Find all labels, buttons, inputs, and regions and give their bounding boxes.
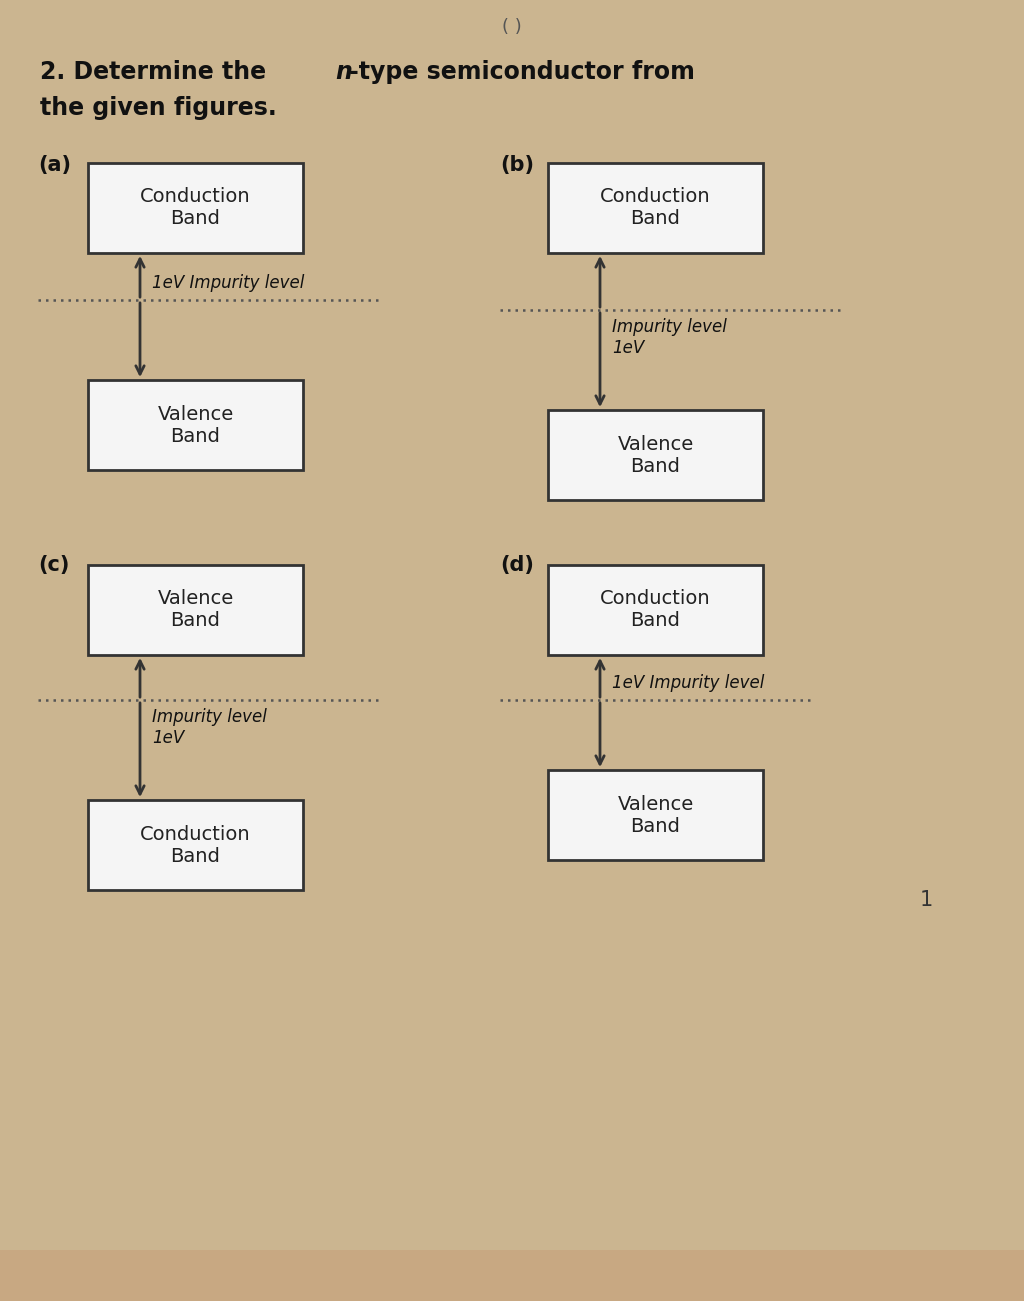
Bar (88, 565, 303, 654)
Text: the given figures.: the given figures. (40, 96, 276, 120)
Text: Valence
Band: Valence Band (617, 795, 693, 835)
Text: 1eV Impurity level: 1eV Impurity level (152, 275, 304, 291)
Text: Valence
Band: Valence Band (158, 405, 233, 445)
Text: Conduction
Band: Conduction Band (600, 187, 711, 229)
Text: Valence
Band: Valence Band (617, 435, 693, 475)
Bar (548, 410, 763, 500)
Text: Conduction
Band: Conduction Band (140, 187, 251, 229)
Bar (88, 380, 303, 470)
Text: Impurity level
1eV: Impurity level 1eV (152, 708, 267, 747)
Text: Valence
Band: Valence Band (158, 589, 233, 631)
Text: n: n (335, 60, 352, 85)
Text: Conduction
Band: Conduction Band (600, 589, 711, 631)
Bar (88, 163, 303, 252)
Text: (c): (c) (38, 556, 70, 575)
Text: 1: 1 (920, 890, 933, 909)
Text: 1eV Impurity level: 1eV Impurity level (612, 674, 764, 692)
Text: (b): (b) (500, 155, 534, 176)
Text: (a): (a) (38, 155, 71, 176)
Bar (548, 565, 763, 654)
Text: 2. Determine the: 2. Determine the (40, 60, 274, 85)
Text: (d): (d) (500, 556, 534, 575)
Text: Impurity level
1eV: Impurity level 1eV (612, 317, 727, 356)
Text: -type semiconductor from: -type semiconductor from (349, 60, 695, 85)
Text: ( ): ( ) (502, 18, 522, 36)
Text: Conduction
Band: Conduction Band (140, 825, 251, 865)
Bar (548, 163, 763, 252)
Bar (548, 770, 763, 860)
Bar (88, 800, 303, 890)
